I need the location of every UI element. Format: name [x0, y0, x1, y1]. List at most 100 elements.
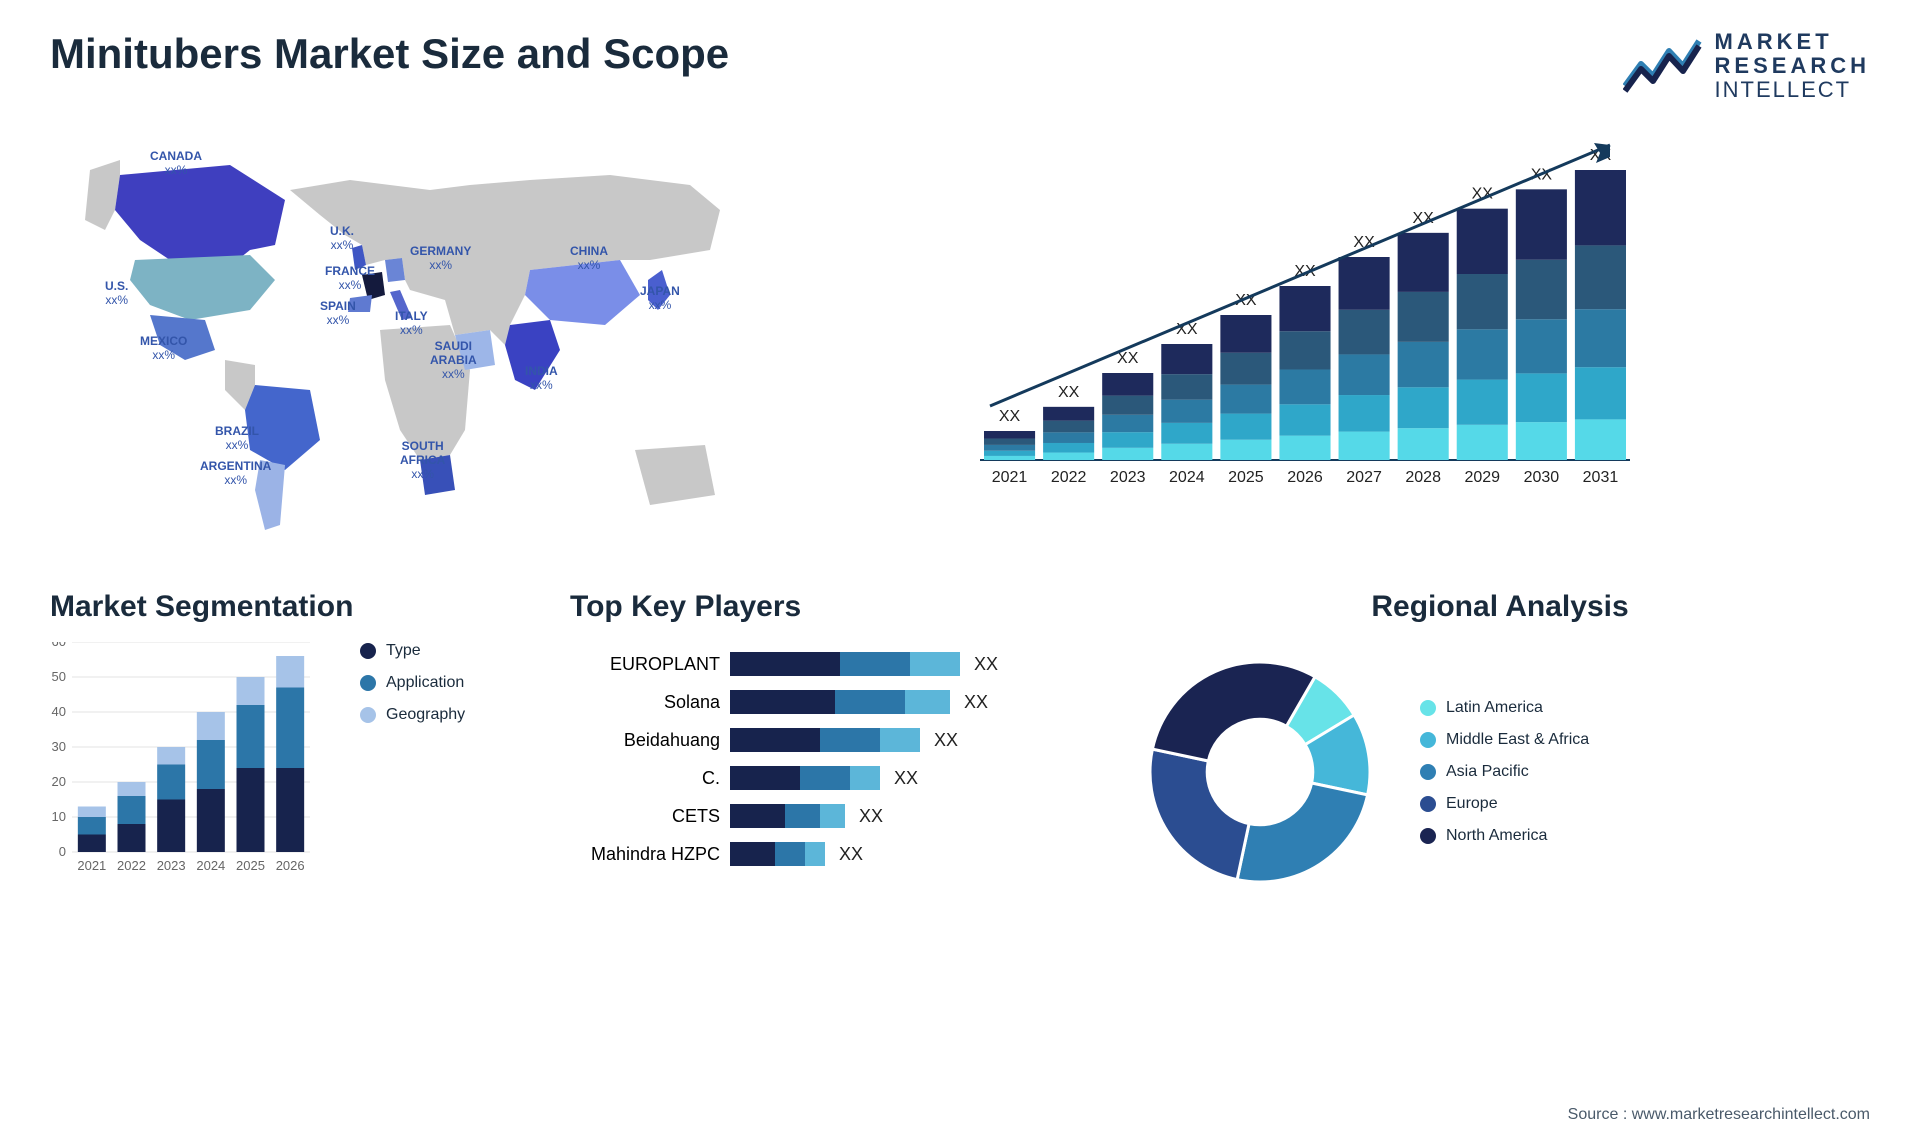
growth-bar-seg [1339, 395, 1390, 432]
seg-bar-seg [237, 768, 265, 852]
growth-bar-seg [1516, 373, 1567, 422]
growth-year-label: 2031 [1583, 469, 1619, 486]
map-label-argentina: ARGENTINAxx% [200, 460, 271, 488]
player-bar-seg [905, 690, 950, 714]
seg-bar-seg [78, 835, 106, 853]
seg-bar-seg [197, 712, 225, 740]
growth-bar-seg [1279, 370, 1330, 405]
map-label-southafrica: SOUTHAFRICAxx% [400, 440, 445, 481]
regional-legend: Latin AmericaMiddle East & AfricaAsia Pa… [1420, 699, 1589, 845]
map-label-japan: JAPANxx% [640, 285, 680, 313]
segmentation-panel: Market Segmentation 01020304050602021202… [50, 590, 530, 930]
growth-year-label: 2024 [1169, 469, 1205, 486]
growth-bar-seg [1575, 367, 1626, 419]
player-value-label: XX [839, 844, 863, 864]
player-name: CETS [672, 806, 720, 826]
growth-bar-seg [1279, 404, 1330, 435]
growth-bar-seg [1043, 453, 1094, 460]
player-value-label: XX [964, 692, 988, 712]
player-bar-seg [820, 728, 880, 752]
growth-bar-seg [984, 456, 1035, 460]
growth-bar-seg [1339, 310, 1390, 355]
growth-bar-seg [1220, 440, 1271, 460]
growth-bar-seg [1220, 315, 1271, 353]
svg-text:20: 20 [52, 774, 66, 789]
growth-bar-seg [1102, 448, 1153, 460]
player-value-label: XX [859, 806, 883, 826]
player-bar-seg [775, 842, 805, 866]
seg-bar-seg [157, 747, 185, 765]
growth-bar-seg [984, 431, 1035, 439]
growth-bar-seg [1220, 385, 1271, 414]
seg-year-label: 2025 [236, 858, 265, 873]
growth-year-label: 2022 [1051, 469, 1087, 486]
page-title: Minitubers Market Size and Scope [50, 30, 729, 78]
logo-line-2: RESEARCH [1715, 54, 1870, 78]
logo-text: MARKET RESEARCH INTELLECT [1715, 30, 1870, 103]
seg-bar-seg [197, 740, 225, 789]
player-bar-seg [730, 690, 835, 714]
player-name: Solana [664, 692, 721, 712]
player-bar-seg [835, 690, 905, 714]
seg-bar-seg [118, 824, 146, 852]
seg-year-label: 2024 [196, 858, 225, 873]
svg-text:60: 60 [52, 642, 66, 649]
growth-bar-seg [1516, 189, 1567, 259]
growth-bar-seg [1279, 436, 1330, 460]
seg-legend-item: Geography [360, 706, 465, 724]
growth-year-label: 2023 [1110, 469, 1146, 486]
region-legend-item: North America [1420, 827, 1589, 845]
growth-bar-seg [1398, 233, 1449, 292]
seg-legend-item: Type [360, 642, 465, 660]
country-canada [115, 165, 285, 270]
growth-bar-seg [1398, 428, 1449, 460]
map-label-uk: U.K.xx% [330, 225, 354, 253]
player-bar-seg [730, 652, 840, 676]
country-usa [130, 255, 275, 320]
growth-bar-seg [1102, 373, 1153, 396]
regional-panel: Regional Analysis Latin AmericaMiddle Ea… [1130, 590, 1870, 930]
seg-bar-seg [78, 807, 106, 818]
growth-bar-seg [1575, 309, 1626, 367]
growth-bar-seg [1575, 245, 1626, 309]
growth-bar-seg [1339, 432, 1390, 460]
growth-value-label: XX [1058, 384, 1080, 401]
logo-line-3: INTELLECT [1715, 78, 1870, 102]
growth-bar-seg [1339, 257, 1390, 310]
svg-text:0: 0 [59, 844, 66, 859]
growth-year-label: 2027 [1346, 469, 1382, 486]
growth-year-label: 2029 [1464, 469, 1500, 486]
player-bar-seg [785, 804, 820, 828]
growth-bar-seg [1516, 422, 1567, 460]
map-label-brazil: BRAZILxx% [215, 425, 259, 453]
seg-bar-seg [197, 789, 225, 852]
seg-bar-seg [276, 768, 304, 852]
players-bar-chart: EUROPLANTXXSolanaXXBeidahuangXXC.XXCETSX… [570, 642, 1090, 902]
logo-mark-icon [1623, 36, 1703, 96]
growth-bar-chart: XX2021XX2022XX2023XX2024XX2025XX2026XX20… [980, 130, 1660, 530]
segmentation-legend: TypeApplicationGeography [360, 642, 465, 724]
player-bar-seg [805, 842, 825, 866]
seg-year-label: 2021 [77, 858, 106, 873]
map-label-china: CHINAxx% [570, 245, 608, 273]
player-value-label: XX [974, 654, 998, 674]
source-attribution: Source : www.marketresearchintellect.com [1568, 1106, 1870, 1124]
svg-text:30: 30 [52, 739, 66, 754]
growth-bar-seg [1043, 407, 1094, 421]
svg-text:50: 50 [52, 669, 66, 684]
region-legend-item: Asia Pacific [1420, 763, 1589, 781]
growth-year-label: 2025 [1228, 469, 1264, 486]
map-label-india: INDIAxx% [525, 365, 558, 393]
key-players-panel: Top Key Players EUROPLANTXXSolanaXXBeida… [570, 590, 1090, 930]
seg-year-label: 2026 [276, 858, 305, 873]
growth-bar-seg [1457, 380, 1508, 425]
growth-bar-seg [984, 445, 1035, 451]
growth-bar-seg [1457, 425, 1508, 460]
growth-bar-seg [1279, 286, 1330, 331]
players-title: Top Key Players [570, 590, 1090, 624]
growth-bar-seg [1339, 354, 1390, 395]
top-row: CANADAxx%U.S.xx%MEXICOxx%BRAZILxx%ARGENT… [50, 130, 1870, 550]
donut-slice [1237, 783, 1367, 882]
seg-year-label: 2022 [117, 858, 146, 873]
map-label-italy: ITALYxx% [395, 310, 428, 338]
